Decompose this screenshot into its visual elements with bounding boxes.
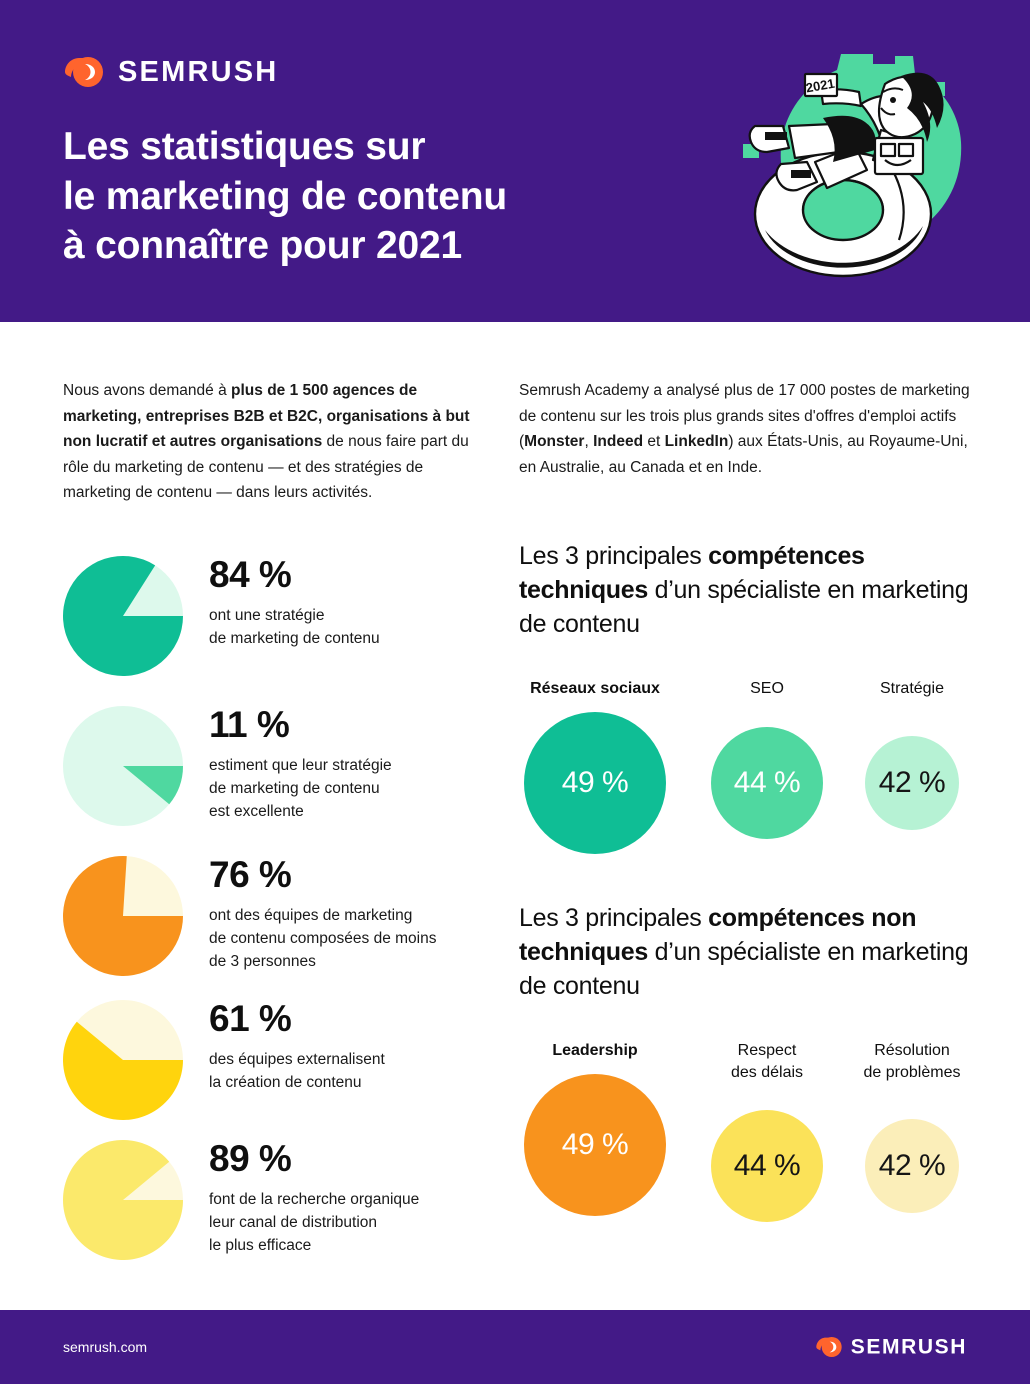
- semrush-comet-icon: [815, 1336, 843, 1359]
- stat-organic-search-description: font de la recherche organique leur canal…: [209, 1190, 420, 1255]
- header-logo-text: SEMRUSH: [118, 55, 279, 88]
- page-title: Les statistiques sur le marketing de con…: [63, 122, 507, 271]
- footer-logo[interactable]: SEMRUSH: [815, 1336, 967, 1359]
- bubble-circle: 49 %: [524, 1073, 666, 1216]
- page-title-line-2: le marketing de contenu: [63, 174, 507, 218]
- bubble-label: Stratégie: [879, 680, 945, 697]
- stat-excellent-strategy-body: 11 % estiment que leur stratégie de marke…: [209, 704, 509, 824]
- stat-strategy-body: 84 % ont une stratégie de marketing de co…: [209, 554, 509, 650]
- bubble-circle: 44 %: [711, 1110, 823, 1223]
- stat-outsourcing-percent: 61 %: [209, 998, 292, 1039]
- bubble-circle: 42 %: [865, 1119, 959, 1214]
- bubble-chart-technical-skills: Réseaux sociaux 49 % SEO 44 % Stratégie 42 %: [519, 678, 979, 868]
- bubble-value: 44 %: [733, 765, 801, 799]
- intro-paragraph-right: Semrush Academy a analysé plus de 17 000…: [519, 382, 970, 476]
- bubble-item: SEO 44 %: [667, 678, 867, 839]
- page-title-line-3: à connaître pour 2021: [63, 224, 462, 268]
- bubble-value: 42 %: [878, 765, 946, 799]
- stat-small-teams-description: ont des équipes de marketing de contenu c…: [209, 906, 437, 971]
- section-heading-soft-skills: Les 3 principales compétences non techni…: [519, 902, 974, 1003]
- footer-website-url[interactable]: semrush.com: [63, 1339, 148, 1355]
- stat-excellent-strategy-percent: 11 %: [209, 704, 290, 745]
- page-title-line-1: Les statistiques sur: [63, 125, 426, 168]
- bubble-label: SEO: [750, 680, 784, 697]
- stat-small-teams-body: 76 % ont des équipes de marketing de cont…: [209, 854, 509, 974]
- header-logo[interactable]: SEMRUSH: [63, 55, 278, 89]
- bubble-circle: 44 %: [711, 726, 823, 839]
- stat-organic-search-percent: 89 %: [209, 1138, 292, 1179]
- intro-paragraph-left: Nous avons demandé à plus de 1 500 agenc…: [63, 382, 470, 502]
- semrush-comet-icon: [63, 55, 105, 89]
- bubble-label: Résolution de problèmes: [863, 1042, 961, 1081]
- stat-outsourcing-body: 61 % des équipes externalisent la créatio…: [209, 998, 509, 1094]
- stat-outsourcing-description: des équipes externalisent la création de …: [209, 1050, 385, 1092]
- pie-chart-excellent-strategy: [63, 706, 183, 826]
- bubble-chart-soft-skills: Leadership 49 % Respect des délais 44 % Résol…: [519, 1040, 979, 1230]
- footer-bar: semrush.com SEMRUSH: [0, 1310, 1030, 1384]
- pie-chart-outsourcing: [63, 1000, 183, 1120]
- illustration-flag-label: 2021: [805, 76, 836, 96]
- pie-chart-organic-search: [63, 1140, 183, 1260]
- bubble-value: 49 %: [561, 765, 629, 799]
- bubble-item: Leadership 49 %: [495, 1040, 695, 1216]
- heading-soft-pre: Les 3 principales: [519, 904, 709, 932]
- bubble-value: 49 %: [561, 1127, 629, 1161]
- section-heading-technical-skills: Les 3 principales compétences techniques…: [519, 540, 974, 641]
- stat-excellent-strategy-description: estiment que leur stratégie de marketing …: [209, 756, 392, 821]
- bubble-item: Respect des délais 44 %: [667, 1040, 867, 1223]
- stat-strategy-percent: 84 %: [209, 554, 292, 595]
- footer-logo-text: SEMRUSH: [850, 1335, 967, 1359]
- bubble-value: 42 %: [878, 1149, 946, 1183]
- heading-technical-pre: Les 3 principales: [519, 542, 709, 570]
- bubble-label: Réseaux sociaux: [530, 680, 660, 697]
- header-banner: SEMRUSH Les statistiques sur le marketin…: [0, 0, 1030, 322]
- bubble-circle: 42 %: [865, 735, 959, 830]
- stat-strategy-description: ont une stratégie de marketing de contenu: [209, 606, 380, 648]
- woman-riding-donut-2021-illustration: 2021: [735, 48, 985, 298]
- heading-soft-post: d’un spécialiste en marketing de contenu: [519, 937, 969, 1000]
- heading-technical-bold: compétences techniques: [519, 542, 865, 604]
- heading-soft-bold: compétences non techniques: [519, 904, 917, 966]
- heading-technical-post: d’un spécialiste en marketing de contenu: [519, 575, 969, 638]
- bubble-label: Respect des délais: [730, 1042, 804, 1081]
- pie-chart-strategy: [63, 556, 183, 676]
- bubble-item: Stratégie 42 %: [812, 678, 1012, 830]
- stat-organic-search-body: 89 % font de la recherche organique leur …: [209, 1138, 509, 1258]
- pie-chart-small-teams: [63, 856, 183, 976]
- bubble-item: Résolution de problèmes 42 %: [812, 1040, 1012, 1214]
- stat-small-teams-percent: 76 %: [209, 854, 292, 895]
- bubble-item: Réseaux sociaux 49 %: [495, 678, 695, 854]
- bubble-value: 44 %: [733, 1149, 801, 1183]
- bubble-circle: 49 %: [524, 711, 666, 854]
- bubble-label: Leadership: [552, 1042, 638, 1059]
